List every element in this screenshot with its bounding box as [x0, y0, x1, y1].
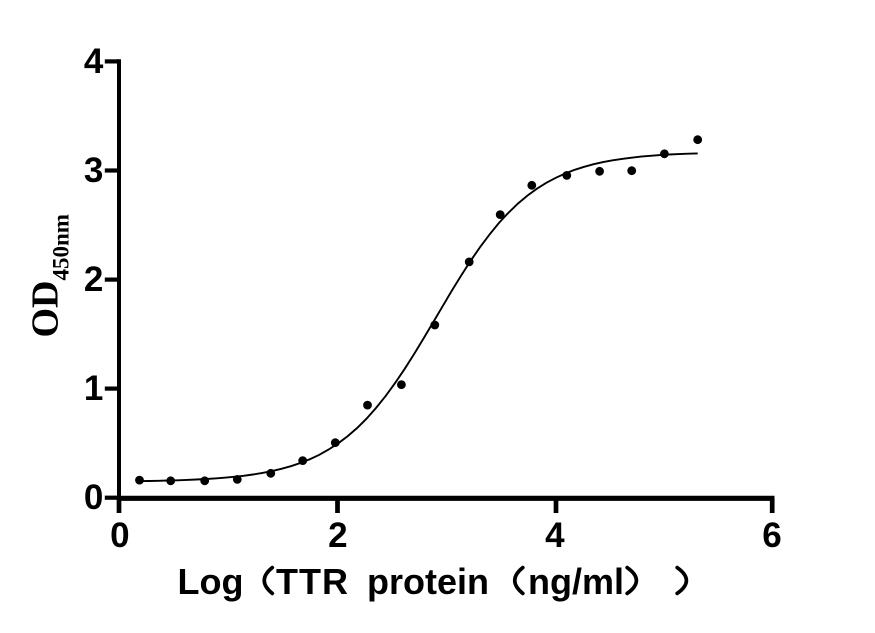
svg-text:2: 2: [328, 516, 347, 555]
svg-text:TTR: TTR: [276, 561, 349, 602]
svg-text:Log: Log: [178, 561, 244, 602]
svg-text:4: 4: [545, 516, 565, 555]
svg-text:0: 0: [84, 478, 103, 517]
svg-text:protein: protein: [367, 561, 489, 602]
svg-text:1: 1: [84, 369, 103, 408]
svg-text:ng/ml: ng/ml: [528, 561, 624, 602]
svg-text:4: 4: [84, 42, 104, 81]
svg-text:0: 0: [110, 516, 129, 555]
svg-text:6: 6: [762, 516, 781, 555]
svg-text:3: 3: [84, 151, 103, 190]
svg-text:2: 2: [84, 260, 103, 299]
